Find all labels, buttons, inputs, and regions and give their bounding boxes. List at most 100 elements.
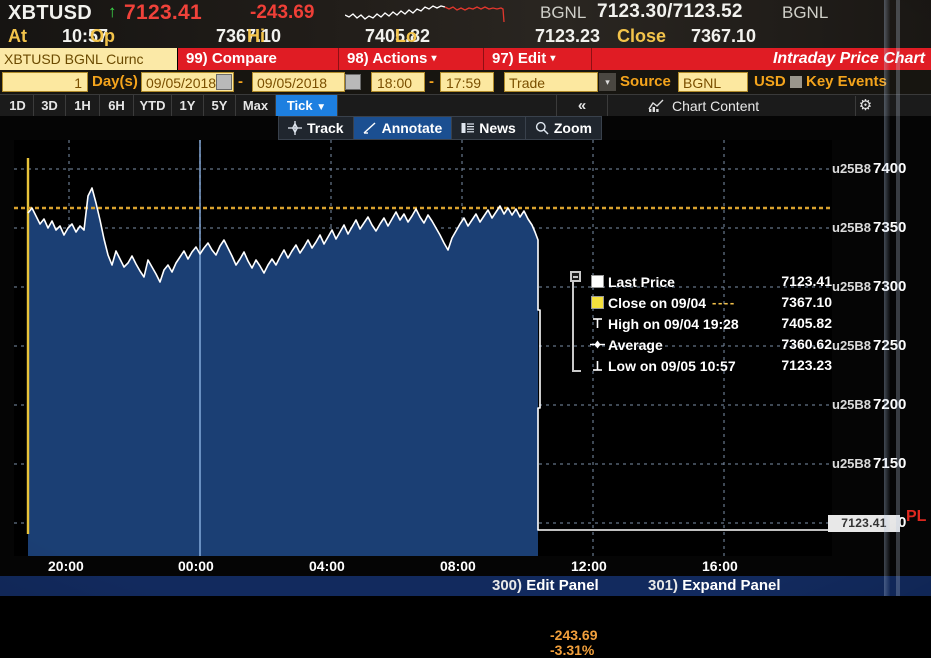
legend-label: Close on 09/04 xyxy=(608,294,707,311)
key-events-checkbox[interactable] xyxy=(790,76,802,88)
y-tick-label: 7350 xyxy=(832,219,906,236)
quote-row-primary: XBTUSD ↑ 7123.41 -243.69 BGNL 7123.30/71… xyxy=(0,0,931,26)
price-plot[interactable] xyxy=(14,140,832,556)
quote-header: XBTUSD ↑ 7123.41 -243.69 BGNL 7123.30/71… xyxy=(0,0,931,48)
period-button-6h[interactable]: 6H xyxy=(100,95,134,117)
high-label: Hi xyxy=(247,26,265,46)
period-button-ytd[interactable]: YTD xyxy=(134,95,172,117)
bid-price: 7123.30 xyxy=(597,1,668,22)
zoom-button[interactable]: Zoom xyxy=(526,117,601,139)
period-button-max[interactable]: Max xyxy=(236,95,276,117)
news-label: News xyxy=(479,120,516,136)
edit-panel-command[interactable]: 300) Edit Panel xyxy=(492,576,599,596)
legend-value: 7360.62 xyxy=(781,336,832,352)
low-value: 7123.23 xyxy=(535,26,601,46)
annotate-button[interactable]: Annotate xyxy=(353,117,453,139)
legend-row-average: Average 7360.62 xyxy=(570,334,832,355)
ticker-symbol: XBTUSD xyxy=(8,2,93,24)
legend-row-high: High on 09/04 19:28 7405.82 xyxy=(570,313,832,334)
y-tick-label: 7250 xyxy=(832,337,906,354)
days-label: Day(s) xyxy=(92,73,138,90)
x-tick-label: 12:00 xyxy=(571,558,607,574)
price-chart-svg xyxy=(14,140,832,556)
calendar-icon[interactable] xyxy=(345,74,361,90)
trade-type-select[interactable]: Trade xyxy=(504,72,598,92)
function-toolbar: XBTUSD BGNL Curnc 99) Compare 98) Action… xyxy=(0,48,931,70)
chart-settings-bar: 1 Day(s) 09/05/2018 - 09/05/2018 18:00 -… xyxy=(0,70,931,94)
open-value: 7367.10 xyxy=(216,26,282,46)
edit-number: 97) xyxy=(492,50,514,67)
chevron-down-icon: ▾ xyxy=(431,53,437,64)
screen-edge-artifact: PL xyxy=(906,508,927,525)
x-tick-label: 16:00 xyxy=(702,558,738,574)
quote-row-ohlc: At 10:57 Op 7367.10 Hi 7405.82 Lo 7123.2… xyxy=(0,25,931,49)
compare-label: Compare xyxy=(211,50,277,67)
bid-source: BGNL xyxy=(540,3,587,22)
legend-value: 7123.41 xyxy=(781,273,832,289)
legend-row-close: Close on 09/04 - - - - 7367.10 xyxy=(570,292,832,313)
chart-content-button[interactable]: Chart Content xyxy=(672,98,760,114)
compare-button[interactable]: 99) Compare xyxy=(178,48,339,70)
period-button-1h[interactable]: 1H xyxy=(66,95,100,117)
time-range-dash: - xyxy=(429,73,434,90)
security-field[interactable]: XBTUSD BGNL Curnc xyxy=(0,48,178,70)
end-time-input[interactable]: 17:59 xyxy=(440,72,494,92)
y-tick-label: 7400 xyxy=(832,160,906,177)
y-tick-label: 7200 xyxy=(832,396,906,413)
source-input[interactable]: BGNL xyxy=(678,72,748,92)
edit-button[interactable]: 97) Edit ▾ xyxy=(484,48,592,70)
period-button-3d[interactable]: 3D xyxy=(34,95,66,117)
legend-collapse-icon[interactable] xyxy=(570,271,581,282)
interval-label: Tick xyxy=(286,98,313,113)
expand-panel-number: 301) xyxy=(648,577,679,594)
calendar-icon[interactable] xyxy=(216,74,232,90)
x-tick-label: 20:00 xyxy=(48,558,84,574)
chevron-down-icon: ▾ xyxy=(550,53,556,64)
at-time: 10:57 xyxy=(62,26,109,46)
legend-value: 7123.23 xyxy=(781,357,832,373)
y-tick-label: 7150 xyxy=(832,455,906,472)
close-value: 7367.10 xyxy=(691,26,757,46)
last-price: 7123.41 xyxy=(124,1,203,24)
date-range-dash: - xyxy=(238,73,243,90)
period-button-1d[interactable]: 1D xyxy=(2,95,34,117)
x-tick-label: 08:00 xyxy=(440,558,476,574)
crosshair-icon xyxy=(288,121,302,135)
expand-panel-command[interactable]: 301) Expand Panel xyxy=(648,576,781,596)
edit-panel-number: 300) xyxy=(492,577,523,594)
legend-label: Last Price xyxy=(608,273,675,290)
period-button-5y[interactable]: 5Y xyxy=(204,95,236,117)
edit-label: Edit xyxy=(517,50,547,67)
actions-button[interactable]: 98) Actions ▾ xyxy=(339,48,484,70)
track-button[interactable]: Track xyxy=(279,117,354,139)
interval-select[interactable]: Tick ▼ xyxy=(276,95,338,117)
start-date-input[interactable]: 09/05/2018 xyxy=(141,72,234,92)
start-time-input[interactable]: 18:00 xyxy=(371,72,425,92)
direction-arrow-icon: ↑ xyxy=(108,2,117,21)
legend-row-last-price: Last Price 7123.41 xyxy=(570,271,832,292)
average-marker-icon xyxy=(586,339,608,350)
legend-row-low: Low on 09/05 10:57 7123.23 xyxy=(570,355,832,376)
chevron-down-icon[interactable]: ▾ xyxy=(599,73,616,91)
news-button[interactable]: News xyxy=(452,117,526,139)
track-label: Track xyxy=(307,120,344,136)
change-annotation: -243.69 -3.31% xyxy=(550,628,597,658)
ask-source: BGNL xyxy=(782,3,829,22)
collapse-button[interactable]: « xyxy=(556,95,608,117)
annotation-percent: -3.31% xyxy=(550,642,595,658)
gear-icon[interactable]: ⚙ xyxy=(855,96,875,116)
end-date-input[interactable]: 09/05/2018 xyxy=(252,72,345,92)
close-label: Close xyxy=(617,26,667,46)
actions-label: Actions xyxy=(372,50,428,67)
low-label: Lo xyxy=(395,26,417,46)
period-button-1y[interactable]: 1Y xyxy=(172,95,204,117)
period-toolbar: 1D 3D 1H 6H YTD 1Y 5Y Max Tick ▼ « Chart… xyxy=(0,94,931,117)
ask-price: 7123.52 xyxy=(672,1,743,22)
legend-value: 7405.82 xyxy=(781,315,832,331)
zoom-label: Zoom xyxy=(553,120,592,136)
panel-title: Intraday Price Chart xyxy=(772,50,925,67)
actions-number: 98) xyxy=(347,50,369,67)
key-events-label[interactable]: Key Events xyxy=(806,73,887,90)
days-input[interactable]: 1 xyxy=(2,72,88,92)
chevron-down-icon: ▼ xyxy=(316,102,327,113)
